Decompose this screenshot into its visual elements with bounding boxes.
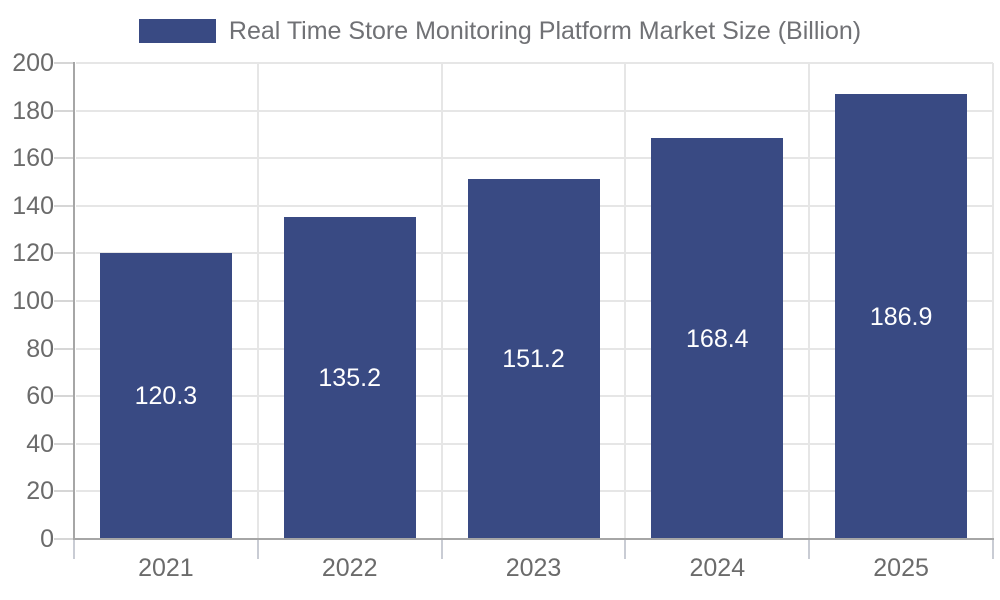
y-axis-tick-mark (54, 300, 74, 302)
y-axis-tick-mark (54, 109, 74, 112)
x-axis-tick-mark (73, 539, 75, 559)
x-axis-tick-mark (440, 539, 443, 559)
legend-item[interactable]: Real Time Store Monitoring Platform Mark… (0, 16, 1000, 46)
y-axis-tick-label: 60 (26, 382, 54, 411)
y-axis-tick-mark (54, 252, 74, 255)
y-axis-tick-mark (54, 157, 74, 160)
y-gridline (76, 157, 993, 160)
bar-2024[interactable] (651, 138, 784, 538)
y-axis-tick-label: 20 (26, 477, 54, 506)
y-axis-tick-label: 100 (12, 287, 54, 315)
x-gridline (624, 63, 627, 539)
bar-2023[interactable] (467, 179, 600, 538)
y-axis-tick-mark (54, 538, 74, 540)
bar-2021[interactable] (99, 252, 232, 538)
bar-2022[interactable] (283, 217, 416, 538)
x-axis-tick-mark (624, 539, 627, 559)
x-axis-tick-mark (992, 539, 994, 559)
bar-2025[interactable] (835, 94, 968, 538)
y-axis-tick-label: 140 (12, 191, 54, 220)
x-gridline (992, 63, 994, 539)
y-axis-tick-label: 0 (40, 525, 54, 553)
x-gridline (256, 63, 259, 539)
x-axis-tick-label-2023: 2023 (505, 554, 562, 582)
y-axis-tick-label: 40 (26, 429, 54, 458)
y-gridline (76, 109, 993, 112)
x-axis-tick-label-2024: 2024 (689, 554, 746, 582)
y-axis-line (73, 62, 75, 540)
y-axis-tick-mark (54, 395, 74, 398)
y-axis-tick-mark (54, 204, 74, 207)
y-axis-tick-mark (54, 347, 74, 350)
y-axis-tick-mark (54, 442, 74, 445)
y-axis-tick-label: 160 (12, 144, 54, 173)
y-axis-tick-mark (54, 490, 74, 493)
x-gridline (808, 63, 811, 539)
y-axis-tick-label: 120 (12, 239, 54, 268)
x-axis-tick-mark (256, 539, 259, 559)
y-axis-tick-label: 200 (12, 49, 54, 77)
legend-swatch (138, 19, 216, 43)
x-axis-tick-mark (808, 539, 811, 559)
x-gridline (440, 63, 443, 539)
x-axis-line (73, 538, 994, 540)
y-axis-tick-label: 180 (12, 96, 54, 125)
legend-label: Real Time Store Monitoring Platform Mark… (228, 17, 862, 45)
y-axis-tick-label: 80 (26, 334, 54, 363)
x-axis-tick-label-2022: 2022 (321, 554, 378, 582)
x-axis-tick-label-2025: 2025 (873, 554, 929, 582)
y-gridline (76, 62, 993, 64)
x-axis-tick-label-2021: 2021 (138, 554, 194, 582)
y-axis-tick-mark (54, 62, 74, 64)
